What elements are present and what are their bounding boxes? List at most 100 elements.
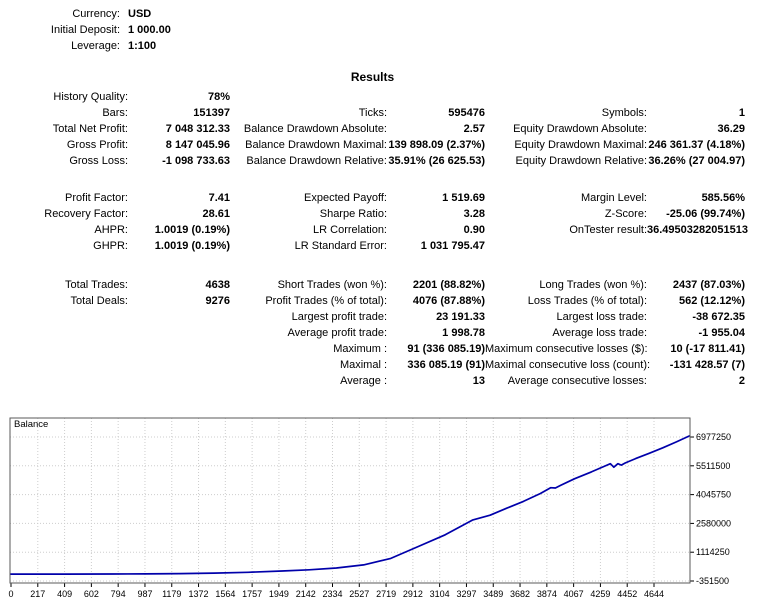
stat-value: 139 898.09 (2.37%) xyxy=(388,139,485,151)
stat-value: 23 191.33 xyxy=(436,311,485,323)
stat-label: LR Correlation: xyxy=(313,224,387,236)
y-axis-tick-label: 2580000 xyxy=(696,518,731,528)
x-axis-tick-label: 2142 xyxy=(296,589,316,599)
x-axis-tick-label: 602 xyxy=(84,589,99,599)
x-axis-tick-label: 3874 xyxy=(537,589,557,599)
stat-value: 28.61 xyxy=(202,208,230,220)
stat-label: Average profit trade: xyxy=(287,327,387,339)
stat-label: Balance Drawdown Maximal: xyxy=(245,139,387,151)
stat-value: 595476 xyxy=(448,107,485,119)
stat-label xyxy=(0,373,128,389)
stat-value xyxy=(647,238,745,254)
x-axis-tick-label: 3489 xyxy=(483,589,503,599)
stat-value: 10 (-17 811.41) xyxy=(670,343,745,355)
stat-label: Profit Trades (% of total): xyxy=(265,295,387,307)
x-axis-tick-label: 2527 xyxy=(349,589,369,599)
stat-label: Total Trades: xyxy=(65,279,128,291)
stat-label: Average consecutive losses: xyxy=(507,375,647,387)
stat-value: 4638 xyxy=(205,279,230,291)
stat-label: Maximum consecutive losses ($): xyxy=(485,343,648,355)
stat-value: -1 955.04 xyxy=(698,327,745,339)
stat-value: 2.57 xyxy=(463,123,485,135)
account-info: Currency: USD Initial Deposit: 1 000.00 … xyxy=(0,6,171,54)
initial-deposit-value: 1 000.00 xyxy=(128,24,171,36)
y-axis-tick-label: 1114250 xyxy=(696,547,730,557)
stat-label: Expected Payoff: xyxy=(304,192,387,204)
stat-label xyxy=(0,341,128,357)
stat-label xyxy=(485,238,647,254)
x-axis-tick-label: 4259 xyxy=(590,589,610,599)
stat-label: Maximum : xyxy=(333,343,387,355)
stat-value: 1 031 795.47 xyxy=(420,240,485,252)
stat-label: History Quality: xyxy=(53,91,128,103)
stat-label: Z-Score: xyxy=(604,208,647,220)
stat-label: Total Net Profit: xyxy=(52,123,128,135)
stat-label: Margin Level: xyxy=(580,192,647,204)
x-axis-tick-label: 409 xyxy=(57,589,72,599)
stat-value: 585.56% xyxy=(701,192,745,204)
leverage-value: 1:100 xyxy=(128,40,157,52)
x-axis-tick-label: 0 xyxy=(8,589,13,599)
stat-value: 8 147 045.96 xyxy=(165,139,230,151)
stat-value xyxy=(387,89,485,105)
stat-label: Largest profit trade: xyxy=(291,311,387,323)
y-axis-tick-label: 5511500 xyxy=(696,461,730,471)
initial-deposit-label: Initial Deposit: xyxy=(50,24,120,36)
stat-label xyxy=(230,89,387,105)
x-axis-tick-label: 4644 xyxy=(644,589,664,599)
x-axis-tick-label: 3682 xyxy=(510,589,530,599)
stat-label: GHPR: xyxy=(93,240,128,252)
stat-value: 3.28 xyxy=(463,208,485,220)
stat-value xyxy=(128,341,230,357)
stats-block-general: History Quality: 78% Bars: 151397 Ticks: 5954… xyxy=(0,89,745,169)
y-axis-tick-label: -351500 xyxy=(696,576,729,586)
stat-value: 1 519.69 xyxy=(442,192,485,204)
results-title: Results xyxy=(350,70,395,84)
stat-label: Maximal : xyxy=(339,359,387,371)
stat-label: Symbols: xyxy=(601,107,647,119)
stat-value: 2 xyxy=(738,375,745,387)
stat-value: 91 (336 085.19) xyxy=(407,343,485,355)
stat-value xyxy=(128,309,230,325)
stat-label: OnTester result: xyxy=(569,224,647,236)
stat-value: 562 (12.12%) xyxy=(678,295,745,307)
x-axis-tick-label: 1949 xyxy=(269,589,289,599)
stat-label: LR Standard Error: xyxy=(294,240,387,252)
stat-label: Average loss trade: xyxy=(552,327,647,339)
stat-label: Equity Drawdown Relative: xyxy=(515,155,647,167)
x-axis-tick-label: 1564 xyxy=(215,589,235,599)
stat-value: 336 085.19 (91) xyxy=(407,359,485,371)
stats-block-trades: Total Trades: 4638 Short Trades (won %): 22… xyxy=(0,277,745,389)
stat-label: Recovery Factor: xyxy=(44,208,128,220)
stat-value: 78% xyxy=(207,91,230,103)
stat-label: Loss Trades (% of total): xyxy=(527,295,647,307)
stat-label: AHPR: xyxy=(94,224,128,236)
stat-label: Equity Drawdown Absolute: xyxy=(513,123,647,135)
stat-value xyxy=(128,357,230,373)
stat-label: Ticks: xyxy=(358,107,387,119)
currency-label: Currency: xyxy=(72,8,120,20)
x-axis-tick-label: 1757 xyxy=(242,589,262,599)
stat-label: Sharpe Ratio: xyxy=(319,208,387,220)
y-axis-tick-label: 6977250 xyxy=(696,432,731,442)
stat-label: Gross Profit: xyxy=(66,139,128,151)
stat-label: Gross Loss: xyxy=(69,155,128,167)
stat-value: 4076 (87.88%) xyxy=(412,295,485,307)
x-axis-tick-label: 794 xyxy=(111,589,126,599)
x-axis-tick-label: 2334 xyxy=(322,589,342,599)
stat-label: Average : xyxy=(340,375,387,387)
balance-curve xyxy=(10,434,691,575)
x-axis-tick-label: 987 xyxy=(137,589,152,599)
stat-label: Total Deals: xyxy=(70,295,128,307)
x-axis-tick-label: 1179 xyxy=(162,589,181,599)
stat-value: 13 xyxy=(472,375,485,387)
stat-value: 151397 xyxy=(193,107,230,119)
stat-value: 1.0019 (0.19%) xyxy=(154,224,230,236)
stat-label: Profit Factor: xyxy=(65,192,128,204)
y-axis-tick-label: 4045750 xyxy=(696,490,731,500)
balance-chart: 6977250 5511500 4045750 2580000 1114250 -3515… xyxy=(0,410,768,600)
stat-value: -38 672.35 xyxy=(692,311,745,323)
stat-value: 1.0019 (0.19%) xyxy=(154,240,230,252)
stat-label: Balance Drawdown Absolute: xyxy=(243,123,387,135)
stat-label: Bars: xyxy=(102,107,128,119)
